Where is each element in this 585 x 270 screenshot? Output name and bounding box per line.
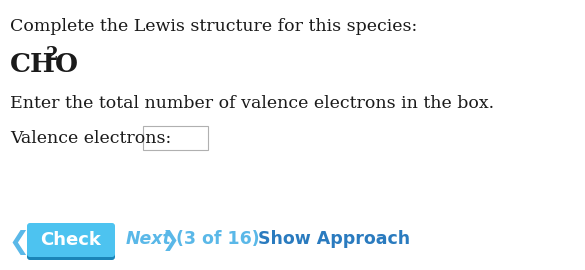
Text: ❯: ❯ bbox=[162, 230, 180, 251]
Text: Complete the Lewis structure for this species:: Complete the Lewis structure for this sp… bbox=[10, 18, 417, 35]
Text: ❮: ❮ bbox=[8, 230, 29, 255]
FancyBboxPatch shape bbox=[27, 225, 115, 260]
FancyBboxPatch shape bbox=[143, 126, 208, 150]
Text: 2: 2 bbox=[46, 46, 59, 64]
Text: Next: Next bbox=[126, 230, 172, 248]
Text: O: O bbox=[55, 52, 78, 77]
FancyBboxPatch shape bbox=[27, 223, 115, 257]
Text: CH: CH bbox=[10, 52, 56, 77]
Text: Check: Check bbox=[40, 231, 101, 249]
Text: (3 of 16): (3 of 16) bbox=[176, 230, 260, 248]
Text: Enter the total number of valence electrons in the box.: Enter the total number of valence electr… bbox=[10, 95, 494, 112]
Text: Show Approach: Show Approach bbox=[258, 230, 410, 248]
Text: Valence electrons:: Valence electrons: bbox=[10, 130, 171, 147]
